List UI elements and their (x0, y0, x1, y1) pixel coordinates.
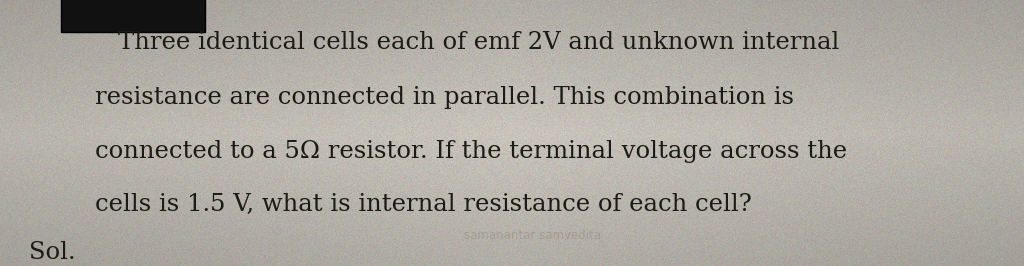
Text: Sol.: Sol. (29, 241, 76, 264)
Text: samanantar samvedita: samanantar samvedita (464, 229, 601, 242)
Text: resistance are connected in parallel. This combination is: resistance are connected in parallel. Th… (95, 86, 795, 109)
Text: cells is 1.5 V, what is internal resistance of each cell?: cells is 1.5 V, what is internal resista… (95, 193, 752, 216)
Text: connected to a 5Ω resistor. If the terminal voltage across the: connected to a 5Ω resistor. If the termi… (95, 140, 847, 163)
Text: Three identical cells each of emf 2V and unknown internal: Three identical cells each of emf 2V and… (118, 31, 839, 54)
FancyBboxPatch shape (61, 0, 205, 32)
